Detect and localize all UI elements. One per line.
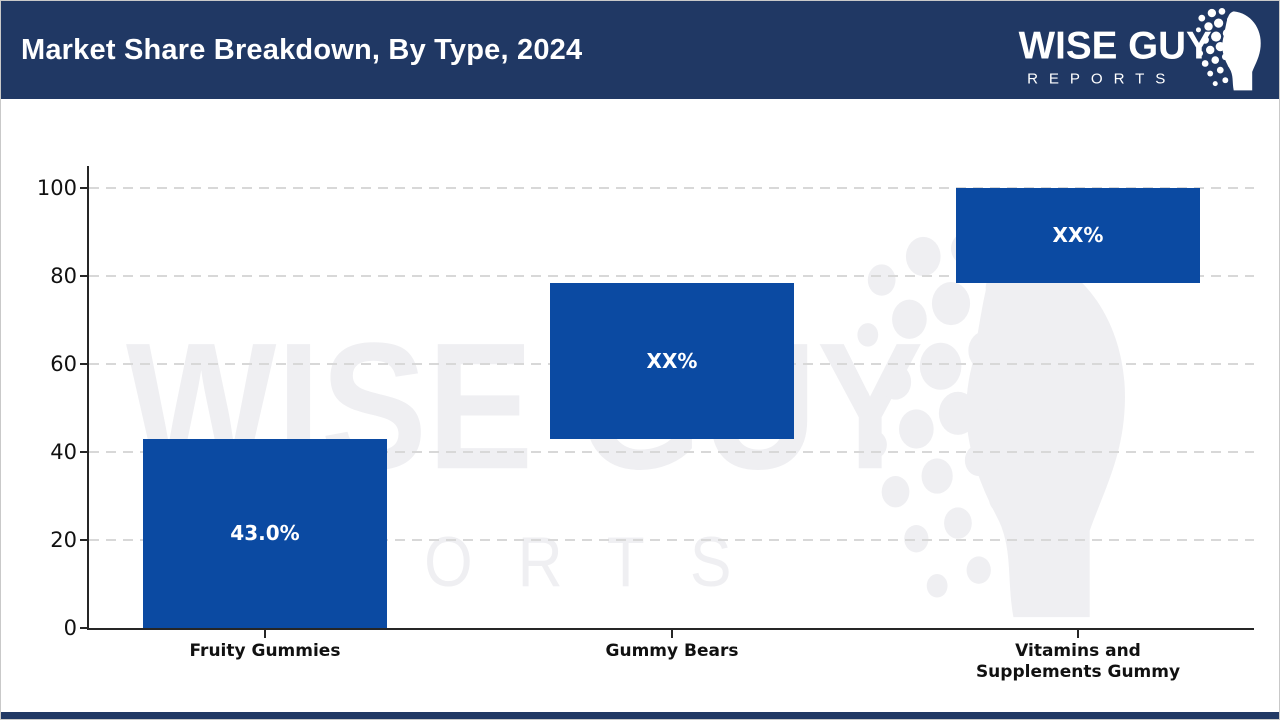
x-axis-category-label: Vitamins and Supplements Gummy bbox=[918, 641, 1238, 683]
logo-secondary-text: REPORTS bbox=[1027, 71, 1176, 88]
y-axis-tick bbox=[80, 451, 87, 453]
category-label-line: Vitamins and bbox=[1015, 641, 1141, 661]
y-axis-tick bbox=[80, 363, 87, 365]
y-axis-tick-label: 20 bbox=[50, 528, 77, 552]
y-axis-tick-label: 80 bbox=[50, 264, 77, 288]
logo-primary-text: WISE GUY bbox=[1019, 24, 1212, 67]
y-gridline bbox=[89, 451, 1254, 453]
wiseguy-logo: WISE GUY REPORTS bbox=[1019, 8, 1261, 91]
y-axis-tick-label: 40 bbox=[50, 440, 77, 464]
y-gridline bbox=[89, 187, 1254, 189]
y-axis-tick bbox=[80, 627, 87, 629]
bar-value-label: XX% bbox=[646, 348, 698, 373]
page-title: Market Share Breakdown, By Type, 2024 bbox=[21, 33, 583, 66]
category-label-line: Fruity Gummies bbox=[189, 641, 341, 661]
y-gridline bbox=[89, 275, 1254, 277]
category-label-line: Gummy Bears bbox=[605, 641, 739, 661]
axis-spine-left bbox=[87, 166, 89, 630]
axis-spine-bottom bbox=[87, 628, 1254, 630]
y-axis-tick-label: 0 bbox=[63, 616, 77, 640]
bar-value-label: 43.0% bbox=[230, 521, 300, 546]
bar-value-label: XX% bbox=[1052, 223, 1104, 248]
x-axis-tick bbox=[671, 630, 673, 638]
y-axis-tick bbox=[80, 275, 87, 277]
y-axis-tick bbox=[80, 539, 87, 541]
x-axis-tick bbox=[1077, 630, 1079, 638]
header-band: Market Share Breakdown, By Type, 2024 WI… bbox=[1, 1, 1279, 99]
x-axis-category-label: Gummy Bears bbox=[512, 641, 832, 662]
y-axis-tick-label: 60 bbox=[50, 352, 77, 376]
x-axis-category-label: Fruity Gummies bbox=[105, 641, 425, 662]
y-axis-tick bbox=[80, 187, 87, 189]
face-dots-icon bbox=[1194, 8, 1261, 91]
x-axis-tick bbox=[264, 630, 266, 638]
bar-segment-fruity-gummies: 43.0% bbox=[143, 438, 387, 628]
bar-segment-vitamins-and-supplements-gummy: XX% bbox=[956, 188, 1200, 283]
bar-segment-gummy-bears: XX% bbox=[550, 282, 794, 439]
y-gridline bbox=[89, 539, 1254, 541]
y-axis-tick-label: 100 bbox=[36, 176, 77, 200]
category-label-line: Supplements Gummy bbox=[975, 662, 1181, 682]
footer-band bbox=[1, 712, 1279, 719]
